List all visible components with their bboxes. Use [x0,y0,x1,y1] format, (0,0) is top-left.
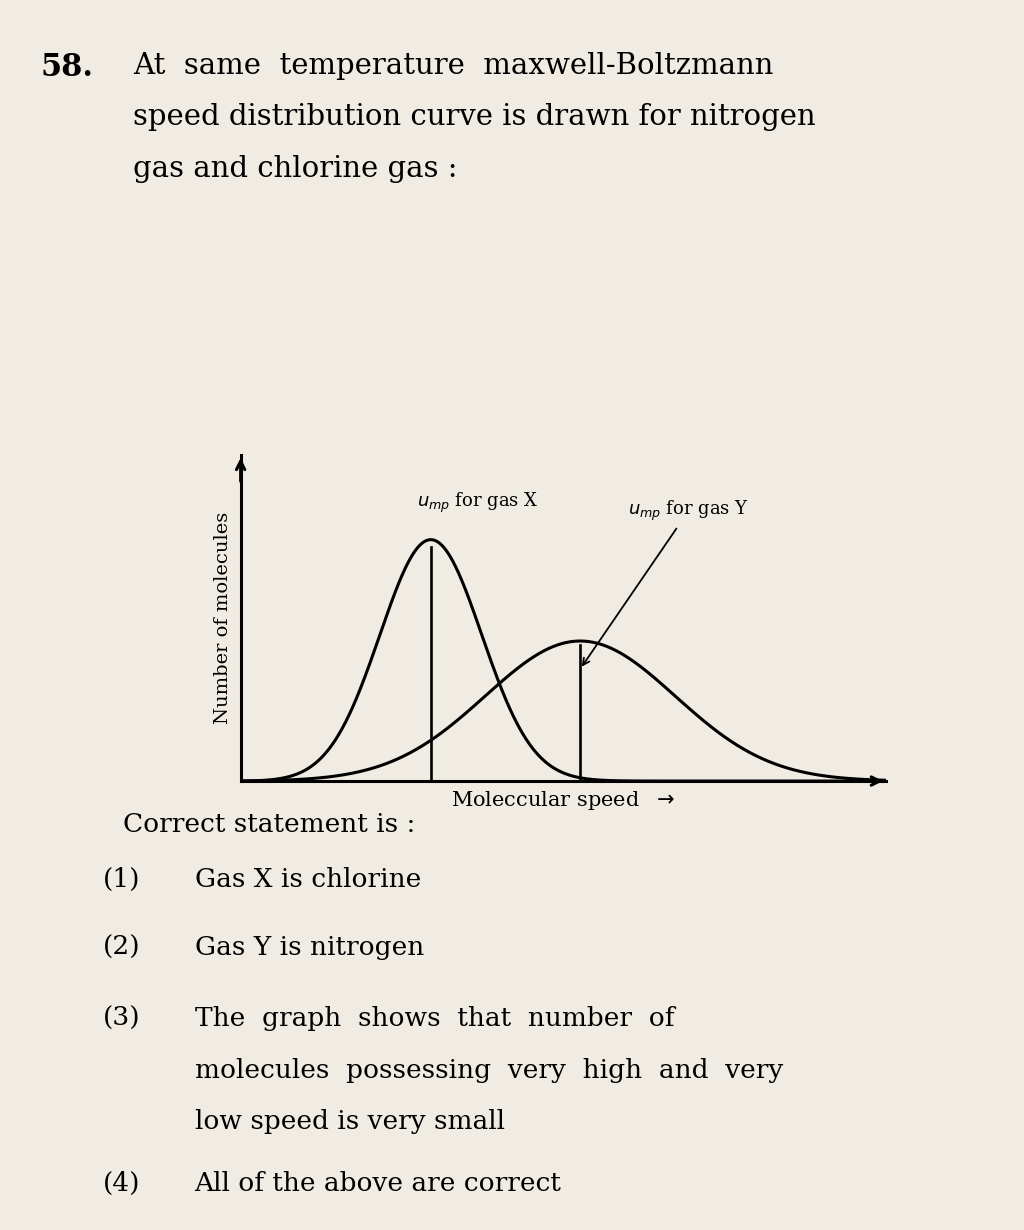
Text: $u_{mp}$ for gas Y: $u_{mp}$ for gas Y [583,499,749,665]
Text: Gas Y is nitrogen: Gas Y is nitrogen [195,935,424,959]
Text: 58.: 58. [41,52,94,82]
Text: (1): (1) [102,867,140,892]
Y-axis label: Number of molecules: Number of molecules [214,512,232,724]
Text: At  same  temperature  maxwell-Boltzmann: At same temperature maxwell-Boltzmann [133,52,773,80]
Text: Correct statement is :: Correct statement is : [123,812,416,836]
Text: low speed is very small: low speed is very small [195,1109,505,1134]
Text: gas and chlorine gas :: gas and chlorine gas : [133,155,458,183]
Text: (3): (3) [102,1006,140,1031]
Text: (4): (4) [102,1171,140,1196]
Text: All of the above are correct: All of the above are correct [195,1171,561,1196]
Text: The  graph  shows  that  number  of: The graph shows that number of [195,1006,674,1031]
Text: (2): (2) [102,935,140,959]
Text: Gas X is chlorine: Gas X is chlorine [195,867,421,892]
Text: $u_{mp}$ for gas X: $u_{mp}$ for gas X [417,491,539,515]
Text: speed distribution curve is drawn for nitrogen: speed distribution curve is drawn for ni… [133,103,816,132]
Text: molecules  possessing  very  high  and  very: molecules possessing very high and very [195,1058,782,1082]
X-axis label: Moleccular speed  $\rightarrow$: Moleccular speed $\rightarrow$ [452,790,675,812]
